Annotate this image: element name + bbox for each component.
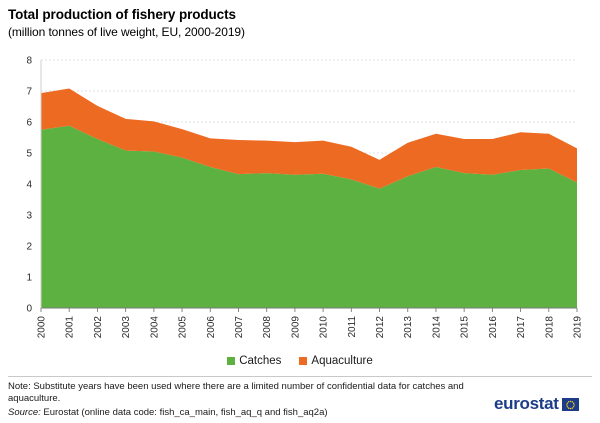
chart-subtitle: (million tonnes of live weight, EU, 2000… (8, 25, 245, 39)
eu-flag-icon (561, 398, 579, 411)
x-tick-label: 2007 (234, 316, 245, 339)
legend-swatch-aquaculture (299, 357, 308, 365)
x-tick-label: 2005 (178, 316, 189, 339)
x-tick-label: 2014 (431, 316, 442, 339)
y-tick-label: 7 (26, 87, 32, 98)
y-tick-label: 3 (26, 211, 32, 222)
footer-divider (8, 376, 592, 377)
legend-label-catches: Catches (239, 355, 282, 367)
x-tick-label: 2003 (121, 316, 132, 339)
y-tick-label: 0 (26, 304, 32, 315)
x-tick-label: 2017 (516, 316, 527, 339)
x-tick-label: 2019 (573, 316, 584, 339)
x-tick-label: 2008 (262, 316, 273, 339)
legend-item-catches[interactable]: Catches (227, 355, 281, 367)
x-tick-label: 2013 (403, 316, 414, 339)
y-tick-label: 8 (26, 56, 32, 67)
x-tick-label: 2012 (375, 316, 386, 339)
eu-stars-icon (561, 399, 579, 411)
x-axis-labels-group: 2000 2001 2002 2003 2004 2005 2006 2007 2008 2009… (37, 308, 584, 338)
x-tick-label: 2015 (460, 316, 471, 339)
legend-swatch-catches (227, 357, 236, 365)
axes-group (40, 60, 577, 309)
chart-header: Total production of fishery products (mi… (8, 6, 588, 40)
x-tick-label: 2006 (206, 316, 217, 339)
x-tick-label: 2009 (290, 316, 301, 339)
x-tick-label: 2018 (544, 316, 555, 339)
x-tick-label: 2001 (65, 316, 76, 339)
note-line-2: aquaculture. (8, 392, 61, 404)
eurostat-logo: eurostat (494, 395, 579, 413)
x-tick-label: 2011 (347, 316, 358, 338)
source-label: Source: (8, 407, 41, 418)
y-tick-label: 6 (26, 118, 32, 129)
y-tick-label: 4 (26, 180, 32, 191)
legend-item-aquaculture[interactable]: Aquaculture (299, 355, 373, 367)
area-series-aquaculture (41, 88, 577, 189)
x-tick-label: 2016 (488, 316, 499, 339)
source-line: Source: Eurostat (online data code: fish… (8, 407, 478, 419)
x-tick-label: 2000 (37, 316, 48, 339)
chart-footer: Note: Substitute years have been used wh… (8, 381, 478, 419)
x-tick-label: 2010 (319, 316, 330, 339)
x-tick-label: 2004 (149, 316, 160, 339)
y-tick-label: 5 (26, 149, 32, 160)
legend-label-aquaculture: Aquaculture (311, 355, 373, 367)
note-line-1: Note: Substitute years have been used wh… (8, 381, 464, 392)
y-tick-label: 1 (26, 273, 32, 284)
eurostat-wordmark: eurostat (494, 394, 559, 413)
y-tick-label: 2 (26, 242, 32, 253)
source-text: Eurostat (online data code: fish_ca_main… (40, 407, 328, 418)
area-series-catches (41, 125, 577, 308)
x-tick-label: 2002 (93, 316, 104, 339)
y-axis-labels-group: 0 1 2 3 4 5 6 7 8 (26, 56, 32, 315)
page-title: Total production of fishery products (8, 7, 236, 22)
series-areas-group (41, 88, 577, 308)
chart-legend: Catches Aquaculture (0, 355, 600, 367)
